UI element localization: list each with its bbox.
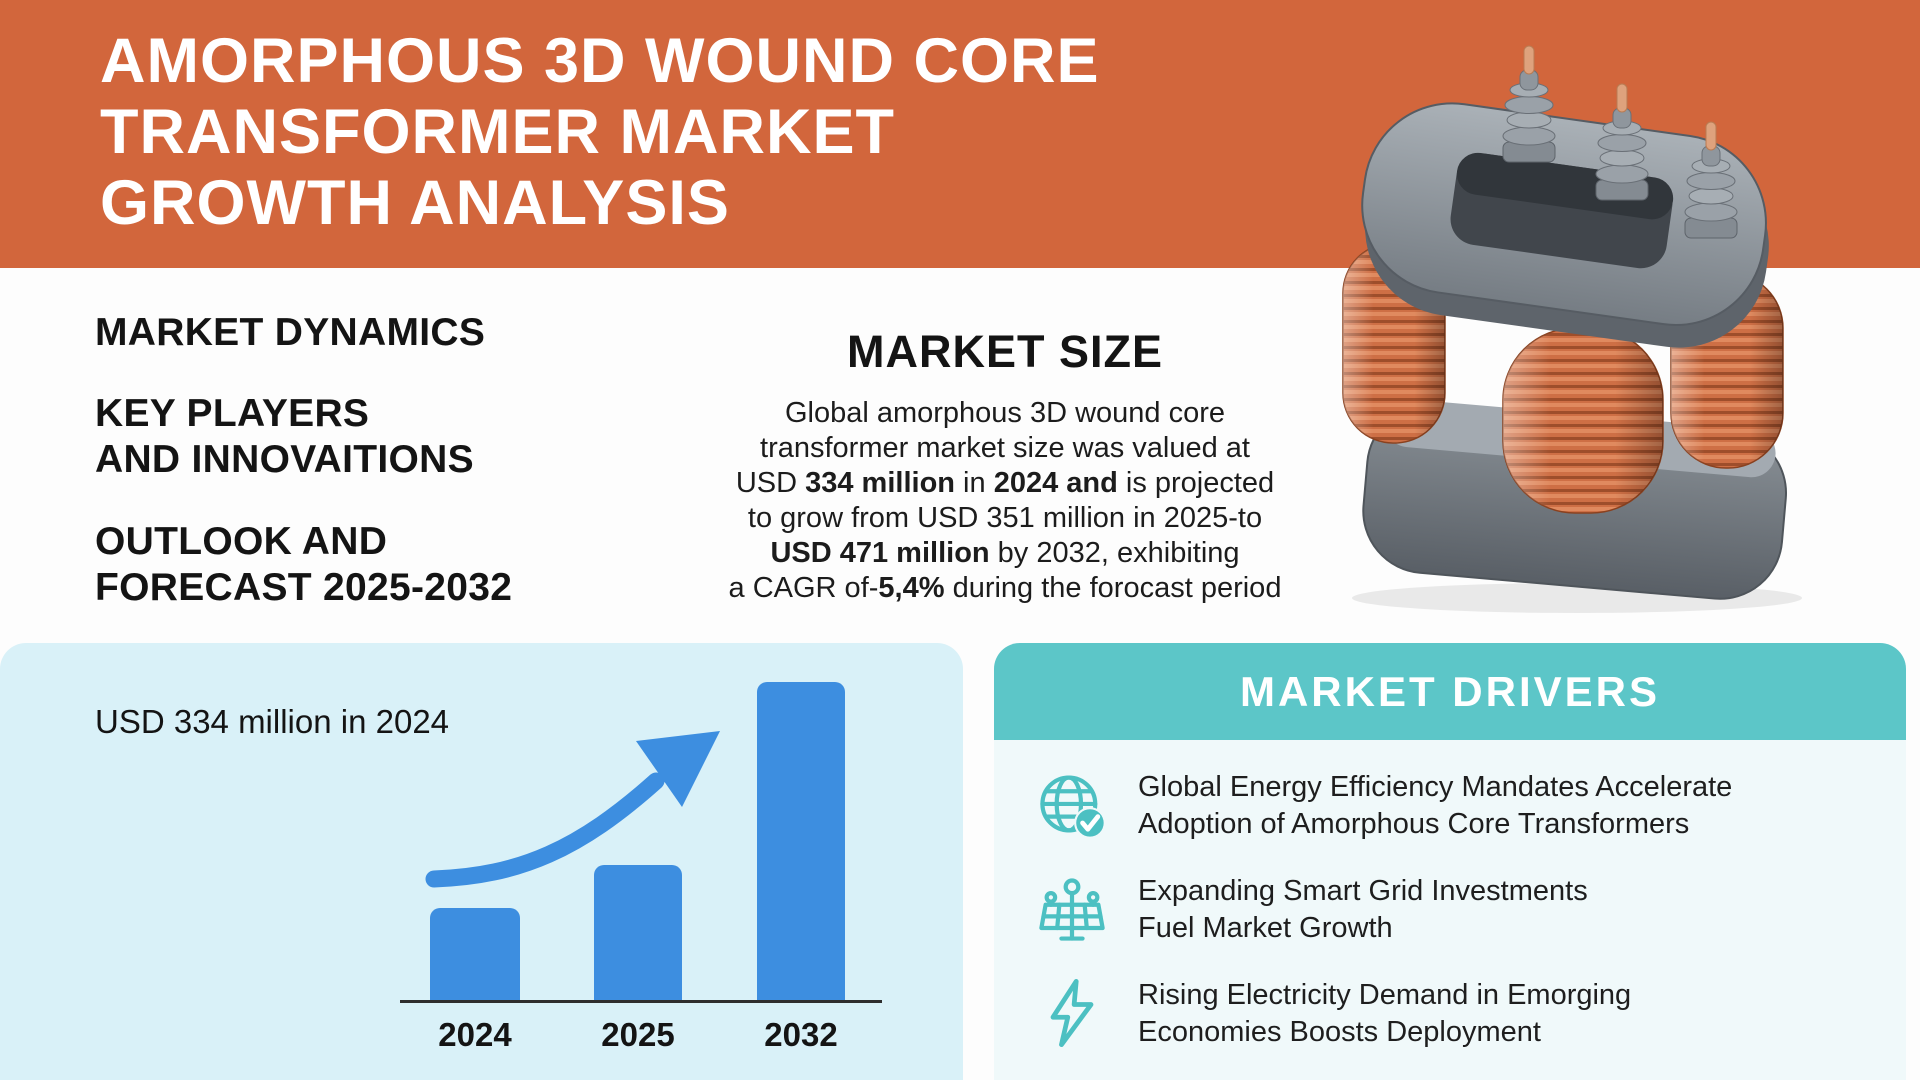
growth-arrow-icon: [425, 731, 720, 888]
transformer-illustration: [1342, 45, 1802, 613]
driver-item-smart-grid: Expanding Smart Grid Investments Fuel Ma…: [1034, 871, 1588, 947]
driver-item-electricity-demand: Rising Electricity Demand in Emorging Ec…: [1034, 975, 1631, 1051]
bar-label-2025: 2025: [601, 1016, 675, 1053]
bar-label-2032: 2032: [764, 1016, 838, 1053]
bar-2024: [430, 908, 520, 1000]
bushing-2: [1595, 83, 1649, 201]
bar-label-2024: 2024: [438, 1016, 512, 1053]
heading-market-dynamics: MARKET DYNAMICS: [95, 311, 486, 354]
market-growth-chart-panel: USD 334 million in 2024 2024 2025 2032: [0, 643, 963, 1080]
heading-outlook-forecast: OUTLOOK AND FORECAST 2025-2032: [95, 520, 513, 609]
market-size-paragraph: Global amorphous 3D wound core transforme…: [700, 396, 1310, 606]
bar-2032: [757, 682, 845, 1000]
title-line-1: AMORPHOUS 3D WOUND CORE: [100, 26, 1100, 96]
title-line-2: TRANSFORMER MARKET: [100, 97, 895, 167]
market-size-line: a CAGR of-5,4% during the forocast perio…: [728, 572, 1282, 604]
coil-center: [1502, 327, 1664, 514]
top-yoke: [1361, 102, 1769, 348]
market-size-line: transformer market size was valued at: [760, 432, 1250, 464]
chart-annotation: USD 334 million in 2024: [95, 703, 450, 740]
driver-text: Global Energy Efficiency Mandates Accele…: [1138, 771, 1733, 840]
x-axis: [400, 1000, 882, 1003]
heading-key-players: KEY PLAYERS AND INNOVAITIONS: [95, 392, 474, 481]
market-size-line: Global amorphous 3D wound core: [784, 397, 1226, 429]
market-size-line: USD 471 million by 2032, exhibiting: [770, 537, 1240, 569]
title-line-3: GROWTH ANALYSIS: [100, 168, 730, 238]
driver-text: Rising Electricity Demand in Emorging Ec…: [1138, 979, 1632, 1048]
bar-2025: [594, 865, 682, 1000]
driver-item-energy-efficiency: Global Energy Efficiency Mandates Accele…: [1034, 767, 1732, 843]
market-size-heading: MARKET SIZE: [846, 326, 1163, 377]
market-size-line: USD 334 million in 2024 and is projected: [735, 467, 1275, 499]
globe-check-icon: [1040, 775, 1106, 839]
lightning-bolt-icon: [1050, 978, 1094, 1048]
bushing-3: [1684, 121, 1738, 239]
market-drivers-panel: MARKET DRIVERS Global Energy Efficiency …: [994, 643, 1906, 1080]
bushing-1: [1502, 45, 1556, 163]
market-drivers-heading: MARKET DRIVERS: [994, 643, 1906, 740]
smart-grid-icon: [1039, 878, 1105, 941]
page-title: AMORPHOUS 3D WOUND CORE TRANSFORMER MARK…: [100, 26, 1100, 239]
driver-text: Expanding Smart Grid Investments Fuel Ma…: [1138, 875, 1588, 944]
market-size-line: to grow from USD 351 million in 2025-to: [747, 502, 1263, 534]
